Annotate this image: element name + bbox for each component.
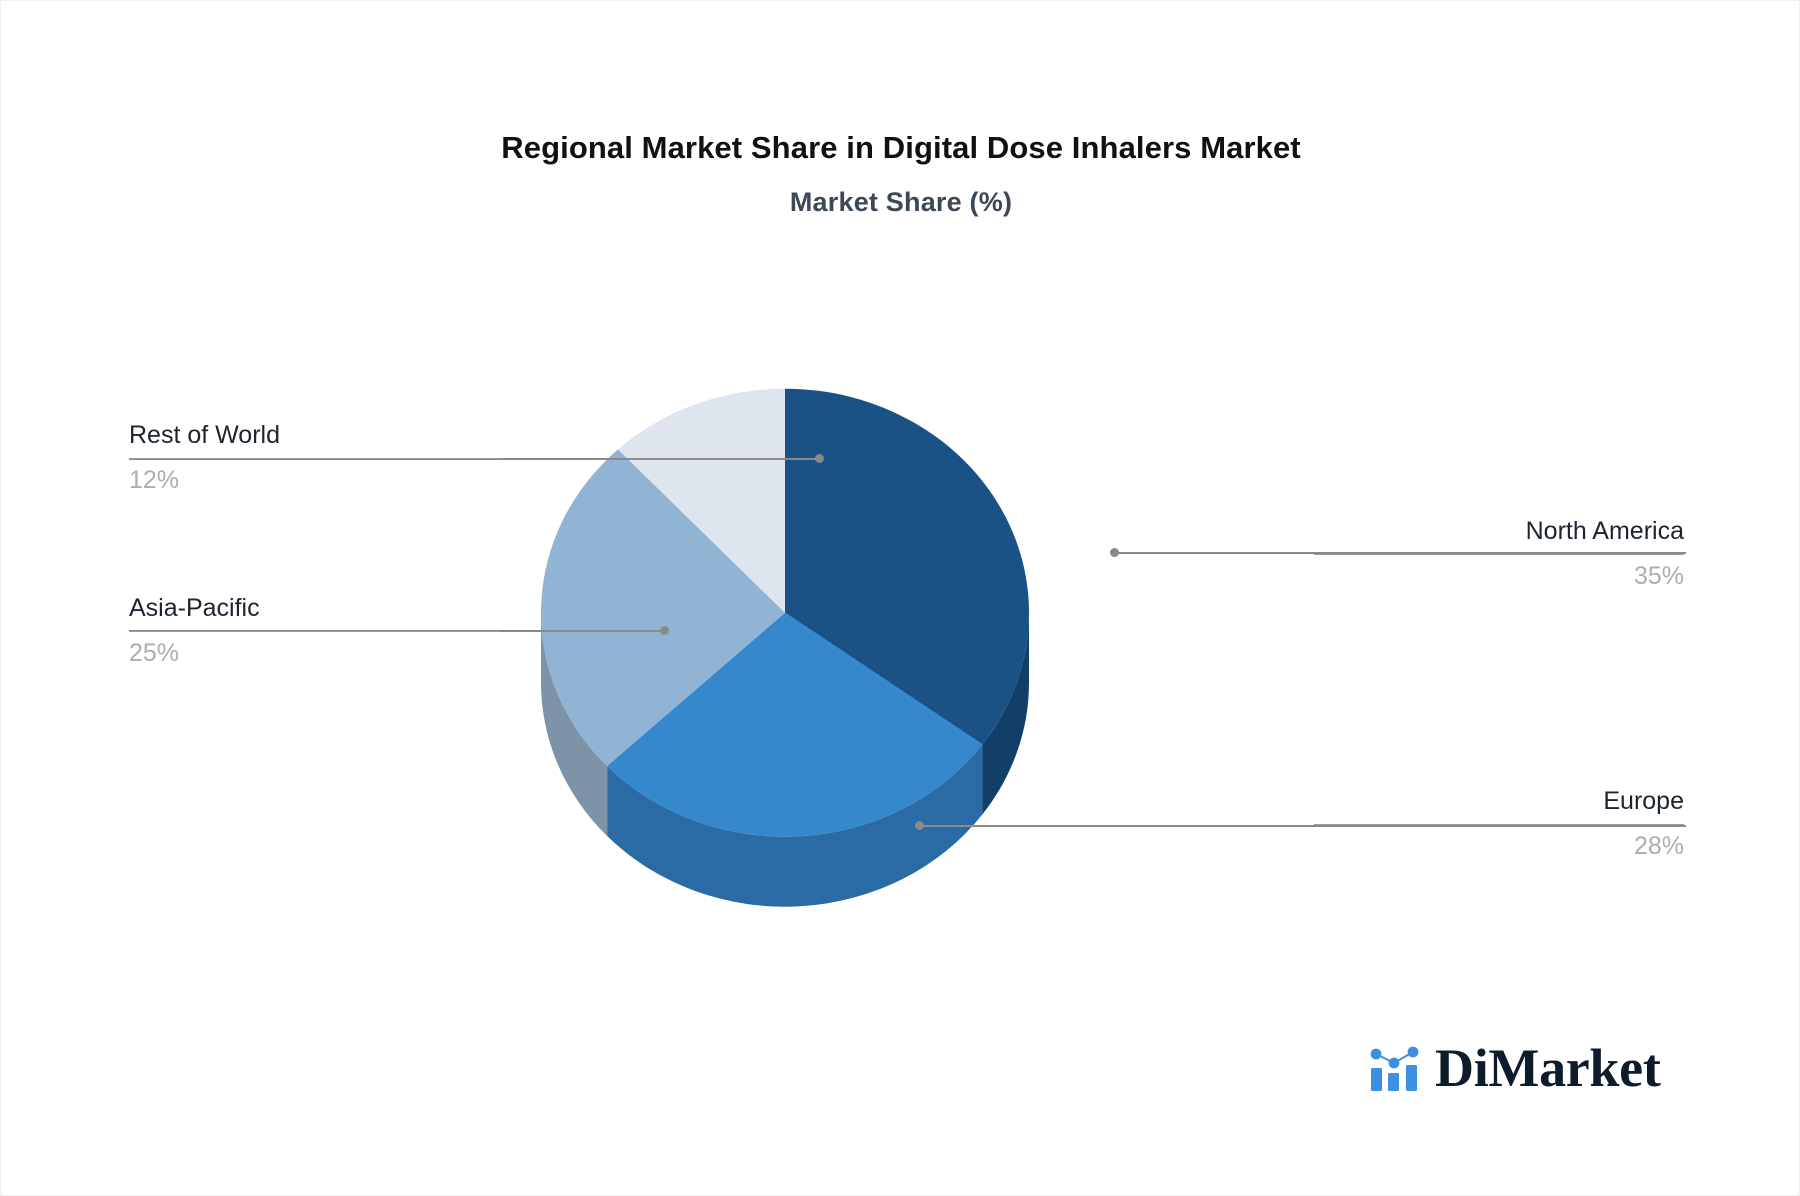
pie-chart xyxy=(541,331,1261,951)
bar-chart-trend-icon xyxy=(1370,1046,1419,1091)
callout-rule-rest-of-world xyxy=(129,458,499,460)
pie-wall-asia-pacific xyxy=(541,612,608,837)
dimarket-logo: DiMarket xyxy=(1369,1041,1661,1095)
callout-europe: Europe 28% xyxy=(1314,786,1684,863)
callout-rule-north-america xyxy=(1314,554,1684,556)
callout-asia-pacific: Asia-Pacific 25% xyxy=(129,593,499,670)
leader-dot-rest-of-world xyxy=(815,454,824,463)
pie-chart-svg xyxy=(541,388,1029,907)
callout-value-north-america: 35% xyxy=(1633,562,1684,591)
callout-label-north-america: North America xyxy=(1525,517,1684,545)
pie-slice-north-america xyxy=(785,388,1029,745)
pie-depth-walls xyxy=(541,612,1029,907)
pie-wall-europe xyxy=(607,744,983,907)
pie-slice-rest-of-world xyxy=(617,388,785,613)
leader-line-europe xyxy=(919,825,1686,827)
callout-rule-europe xyxy=(1314,824,1684,826)
callout-north-america: North America 35% xyxy=(1314,516,1684,593)
callout-label-rest-of-world: Rest of World xyxy=(129,421,280,449)
logo-wordmark: DiMarket xyxy=(1435,1038,1661,1098)
pie-slice-asia-pacific xyxy=(541,449,785,767)
callout-label-europe: Europe xyxy=(1603,787,1684,815)
callout-value-asia-pacific: 25% xyxy=(129,639,180,668)
leader-line-north-america xyxy=(1114,552,1686,554)
callout-value-rest-of-world: 12% xyxy=(129,466,180,495)
title-block: Regional Market Share in Digital Dose In… xyxy=(1,129,1799,219)
callout-rule-asia-pacific xyxy=(129,631,499,633)
chart-title: Regional Market Share in Digital Dose In… xyxy=(501,130,1301,165)
chart-subtitle: Market Share (%) xyxy=(789,187,1013,218)
pie-top-face xyxy=(541,388,1029,837)
callout-label-asia-pacific: Asia-Pacific xyxy=(129,594,260,622)
leader-dot-europe xyxy=(915,821,924,830)
callout-value-europe: 28% xyxy=(1633,832,1684,861)
leader-dot-north-america xyxy=(1110,548,1119,557)
pie-wall-north-america xyxy=(982,612,1029,815)
leader-dot-asia-pacific xyxy=(660,626,669,635)
leader-line-asia-pacific xyxy=(129,630,664,632)
pie-slice-europe xyxy=(607,612,983,837)
callout-rest-of-world: Rest of World 12% xyxy=(129,420,499,497)
